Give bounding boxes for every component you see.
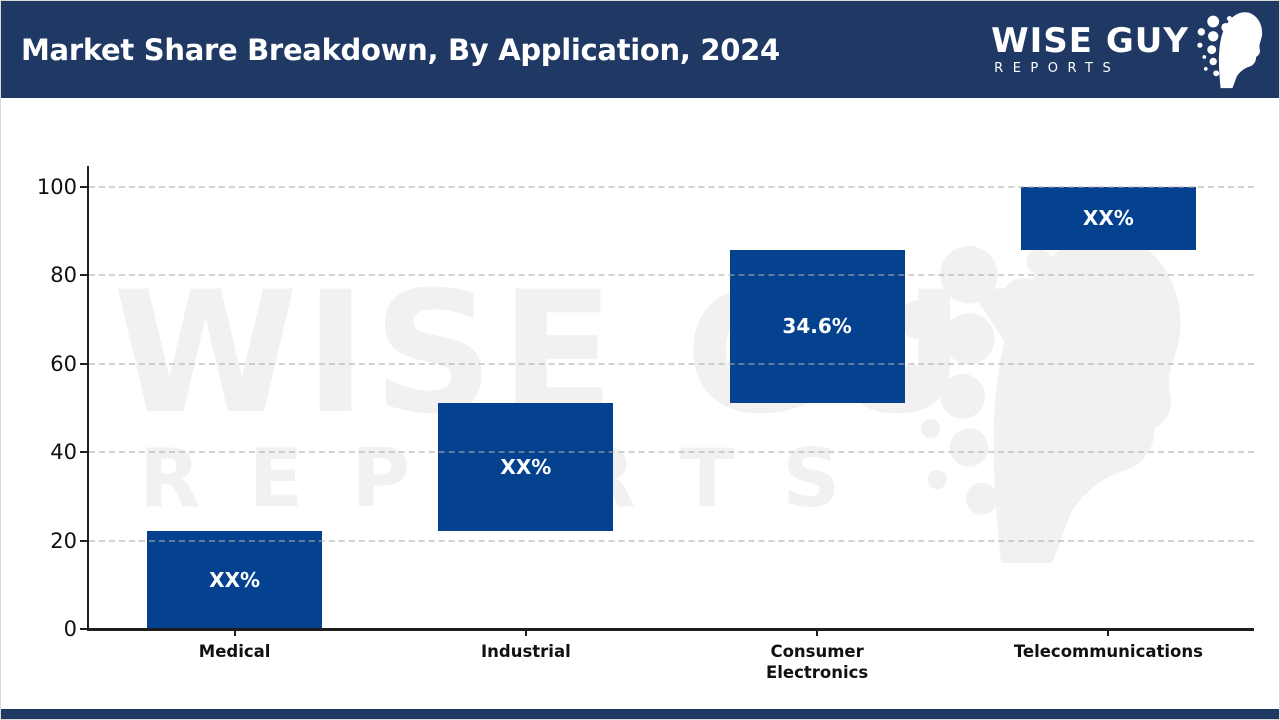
y-tick-mark <box>80 362 87 365</box>
x-tick-mark <box>524 630 527 636</box>
bar-value-label: XX% <box>1082 206 1134 231</box>
bar <box>147 530 323 629</box>
footer-band <box>1 709 1279 719</box>
gridline <box>89 186 1254 188</box>
y-axis-spine <box>87 166 89 631</box>
bar-value-label: XX% <box>500 454 552 479</box>
x-category-label: Consumer Electronics <box>765 642 869 683</box>
y-tick-mark <box>80 186 87 188</box>
logo-sub-text: REPORTS <box>994 60 1121 76</box>
x-category-label: Industrial <box>481 642 571 661</box>
logo-brand-text: WISE GUY <box>991 21 1189 62</box>
gridline <box>89 539 1254 542</box>
bar-value-label: 34.6% <box>782 314 852 339</box>
y-tick-mark <box>80 274 87 277</box>
x-tick-mark <box>1107 630 1110 636</box>
x-tick-mark <box>233 630 236 636</box>
header-band: Market Share Breakdown, By Application, … <box>1 1 1279 98</box>
chart-title: Market Share Breakdown, By Application, … <box>21 32 780 67</box>
bar <box>438 402 614 531</box>
x-category-label: Medical <box>198 642 271 661</box>
x-tick-mark <box>816 630 819 636</box>
y-tick-mark <box>80 628 87 630</box>
y-tick-mark <box>80 451 87 454</box>
y-tick-label: 80 <box>50 263 77 288</box>
gridline <box>89 274 1254 277</box>
wiseguy-logo: WISE GUY REPORTS <box>991 7 1265 93</box>
y-tick-mark <box>80 539 87 542</box>
dotted-face-profile-icon <box>1197 12 1263 89</box>
gridline <box>89 451 1254 454</box>
x-category-label: Telecommunications <box>1013 642 1203 661</box>
gridline <box>89 362 1254 365</box>
y-tick-label: 20 <box>50 528 77 553</box>
y-tick-label: 60 <box>50 351 77 376</box>
bar-value-label: XX% <box>209 567 261 592</box>
x-axis-spine <box>87 628 1254 631</box>
logo-text: WISE GUY REPORTS <box>991 21 1189 76</box>
y-tick-label: 100 <box>36 175 77 199</box>
y-tick-label: 40 <box>50 440 77 465</box>
y-tick-label: 0 <box>63 617 77 641</box>
